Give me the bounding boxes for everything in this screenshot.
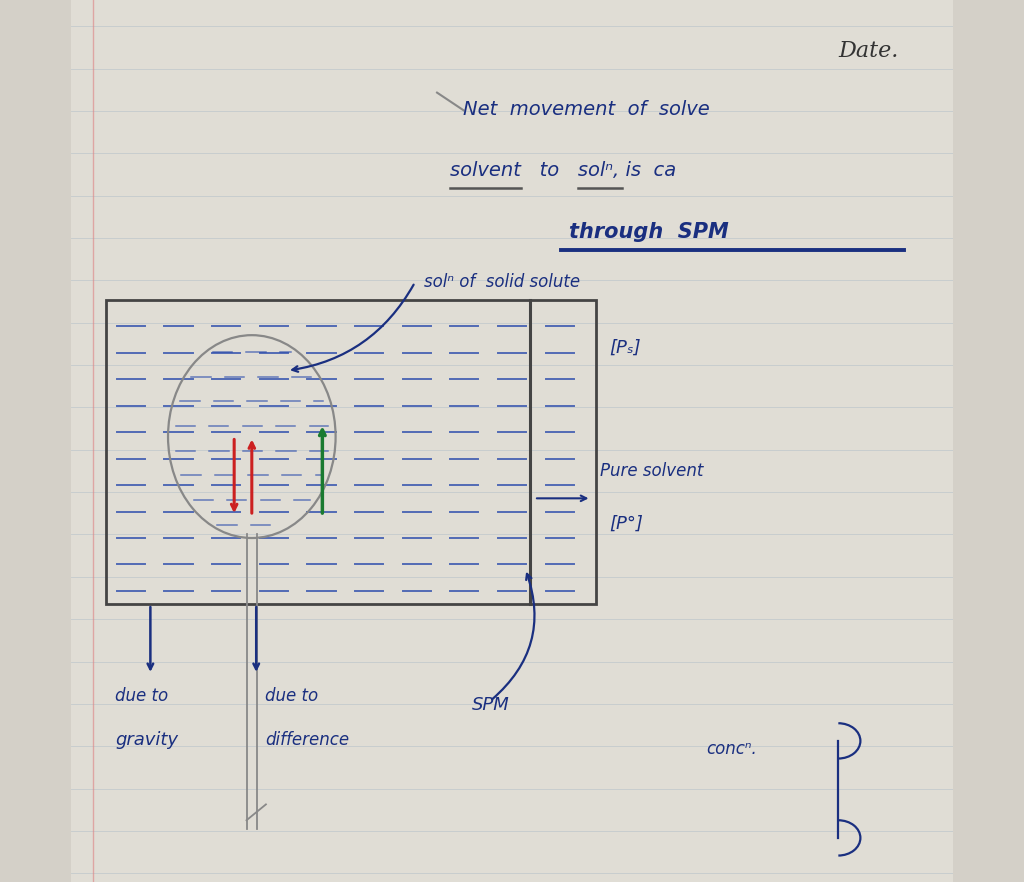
Text: difference: difference bbox=[265, 731, 349, 750]
Text: due to: due to bbox=[115, 687, 168, 706]
Text: solⁿ of  solid solute: solⁿ of solid solute bbox=[424, 273, 580, 291]
Text: Pure solvent: Pure solvent bbox=[600, 462, 703, 481]
Text: Net  movement  of  solve: Net movement of solve bbox=[464, 100, 711, 119]
Text: Date.: Date. bbox=[839, 40, 899, 62]
Text: solvent   to   solⁿ, is  ca: solvent to solⁿ, is ca bbox=[451, 161, 677, 181]
Text: concⁿ.: concⁿ. bbox=[706, 740, 757, 759]
Text: SPM: SPM bbox=[472, 696, 510, 714]
Text: gravity: gravity bbox=[115, 731, 178, 750]
Text: [Pₛ]: [Pₛ] bbox=[609, 339, 641, 357]
Text: due to: due to bbox=[265, 687, 318, 706]
Text: [P°]: [P°] bbox=[609, 515, 643, 534]
Bar bbox=[106, 300, 596, 604]
Text: through  SPM: through SPM bbox=[569, 222, 729, 243]
